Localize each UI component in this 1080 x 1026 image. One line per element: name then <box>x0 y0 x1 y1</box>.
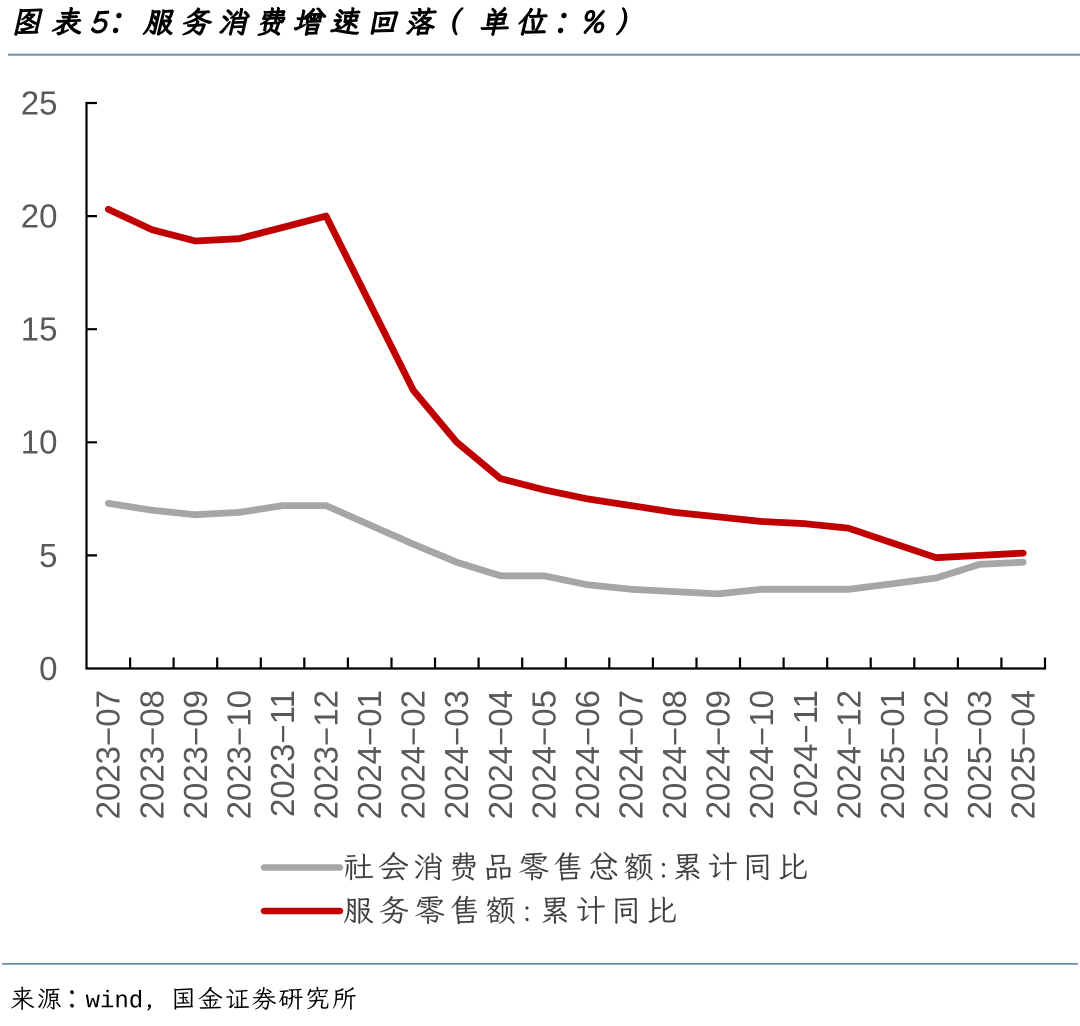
svg-text:2024−12: 2024−12 <box>830 690 867 819</box>
svg-text:0: 0 <box>39 650 57 687</box>
svg-text:2023−11: 2023−11 <box>264 690 301 817</box>
svg-text:2023−12: 2023−12 <box>308 690 345 819</box>
svg-text:2023−09: 2023−09 <box>177 690 214 819</box>
svg-text:5: 5 <box>39 537 57 574</box>
svg-text:2024−06: 2024−06 <box>569 690 606 819</box>
svg-text:2024−11: 2024−11 <box>787 690 824 817</box>
svg-text:2023−10: 2023−10 <box>220 690 257 819</box>
svg-text:2024−08: 2024−08 <box>656 690 693 819</box>
svg-text:2024−07: 2024−07 <box>613 690 650 819</box>
svg-text:2025−01: 2025−01 <box>874 690 911 819</box>
svg-text:2023−08: 2023−08 <box>133 690 170 819</box>
svg-text:2024−05: 2024−05 <box>525 690 562 819</box>
svg-text:2024−10: 2024−10 <box>743 690 780 819</box>
svg-text:2024−09: 2024−09 <box>700 690 737 819</box>
svg-text:2023−07: 2023−07 <box>90 690 127 819</box>
svg-text:2025−03: 2025−03 <box>961 690 998 819</box>
svg-text:20: 20 <box>21 198 58 235</box>
svg-text:2024−01: 2024−01 <box>351 690 388 819</box>
svg-text:2025−04: 2025−04 <box>1005 690 1042 819</box>
svg-text:2024−03: 2024−03 <box>438 690 475 819</box>
svg-text:2025−02: 2025−02 <box>918 690 955 819</box>
svg-text:25: 25 <box>21 84 58 121</box>
svg-text:2024−02: 2024−02 <box>395 690 432 819</box>
svg-text:10: 10 <box>21 424 58 461</box>
svg-text:15: 15 <box>21 311 58 348</box>
svg-text:2024−04: 2024−04 <box>482 690 519 819</box>
